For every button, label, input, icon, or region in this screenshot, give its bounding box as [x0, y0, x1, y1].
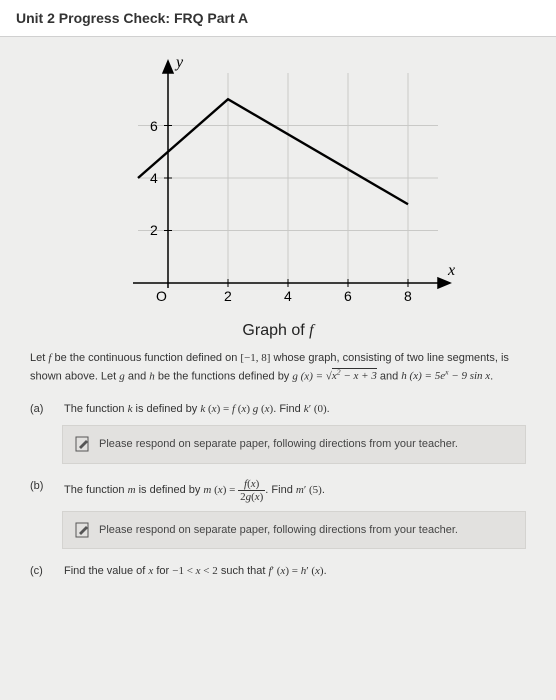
title-bar: Unit 2 Progress Check: FRQ Part A [0, 0, 556, 37]
txt: and [125, 370, 149, 382]
page-title: Unit 2 Progress Check: FRQ Part A [16, 10, 248, 26]
txt: The function [64, 484, 128, 496]
y-tick-label: 2 [150, 222, 158, 238]
range: −1 < x < 2 [172, 565, 218, 577]
txt: Find the value of [64, 565, 148, 577]
graph-svg: y x 2 4 6 O 2 4 6 8 [98, 53, 458, 313]
pencil-icon [75, 522, 91, 538]
part-text: The function k is defined by k (x) = f (… [64, 401, 526, 418]
txt: for [153, 565, 172, 577]
page: Unit 2 Progress Check: FRQ Part A [0, 0, 556, 700]
txt: The function [64, 403, 128, 415]
respond-text: Please respond on separate paper, follow… [99, 436, 458, 453]
caption-fn: f [309, 322, 313, 339]
graph-caption: Graph of f [98, 322, 458, 340]
y-axis-label: y [174, 54, 184, 71]
x-axis-label: x [447, 262, 455, 279]
content: Let f be the continuous function defined… [0, 350, 556, 580]
g-def: g (x) = √x2 − x + 3 [292, 368, 376, 382]
respond-text: Please respond on separate paper, follow… [99, 522, 458, 539]
x-tick-label: 4 [284, 288, 292, 304]
axes [133, 61, 450, 288]
series-f [138, 99, 408, 204]
grid [138, 73, 438, 283]
txt: . [490, 370, 493, 382]
k-def: k (x) = f (x) g (x) [200, 403, 273, 415]
interval: [−1, 8] [240, 352, 270, 364]
caption-prefix: Graph of [242, 322, 309, 339]
y-tick-label: 4 [150, 170, 158, 186]
txt: be the functions defined by [155, 370, 293, 382]
intro-text: Let f be the continuous function defined… [30, 350, 526, 385]
h-def: h (x) = 5ex − 9 sin x [401, 370, 490, 382]
txt: . Find [273, 403, 304, 415]
txt: be the continuous function defined on [51, 352, 240, 364]
x-tick-label: 6 [344, 288, 352, 304]
respond-box: Please respond on separate paper, follow… [62, 511, 526, 550]
txt: and [377, 370, 401, 382]
txt: Let [30, 352, 48, 364]
part-label: (c) [30, 563, 50, 580]
txt: . [322, 484, 325, 496]
pencil-icon [75, 436, 91, 452]
txt: . [327, 403, 330, 415]
k-find: k′ (0) [304, 403, 327, 415]
eq: f′ (x) = h′ (x) [269, 565, 324, 577]
y-tick-label: 6 [150, 118, 158, 134]
x-tick-label: 2 [224, 288, 232, 304]
txt: . [324, 565, 327, 577]
part-label: (a) [30, 401, 50, 418]
txt: such that [218, 565, 269, 577]
graph-area: y x 2 4 6 O 2 4 6 8 [98, 53, 458, 340]
part-b: (b) The function m is defined by m (x) =… [30, 478, 526, 503]
txt: is defined by [132, 403, 200, 415]
respond-box: Please respond on separate paper, follow… [62, 425, 526, 464]
part-c: (c) Find the value of x for −1 < x < 2 s… [30, 563, 526, 580]
part-a: (a) The function k is defined by k (x) =… [30, 401, 526, 418]
m-find: m′ (5) [296, 484, 322, 496]
part-text: The function m is defined by m (x) = f(x… [64, 478, 526, 503]
x-tick-label: O [156, 288, 167, 304]
m-def: m (x) = f(x)2g(x) [203, 484, 265, 496]
part-text: Find the value of x for −1 < x < 2 such … [64, 563, 526, 580]
txt: is defined by [136, 484, 204, 496]
txt: . Find [265, 484, 296, 496]
fn-name: m [128, 484, 136, 496]
x-tick-label: 8 [404, 288, 412, 304]
part-label: (b) [30, 478, 50, 503]
